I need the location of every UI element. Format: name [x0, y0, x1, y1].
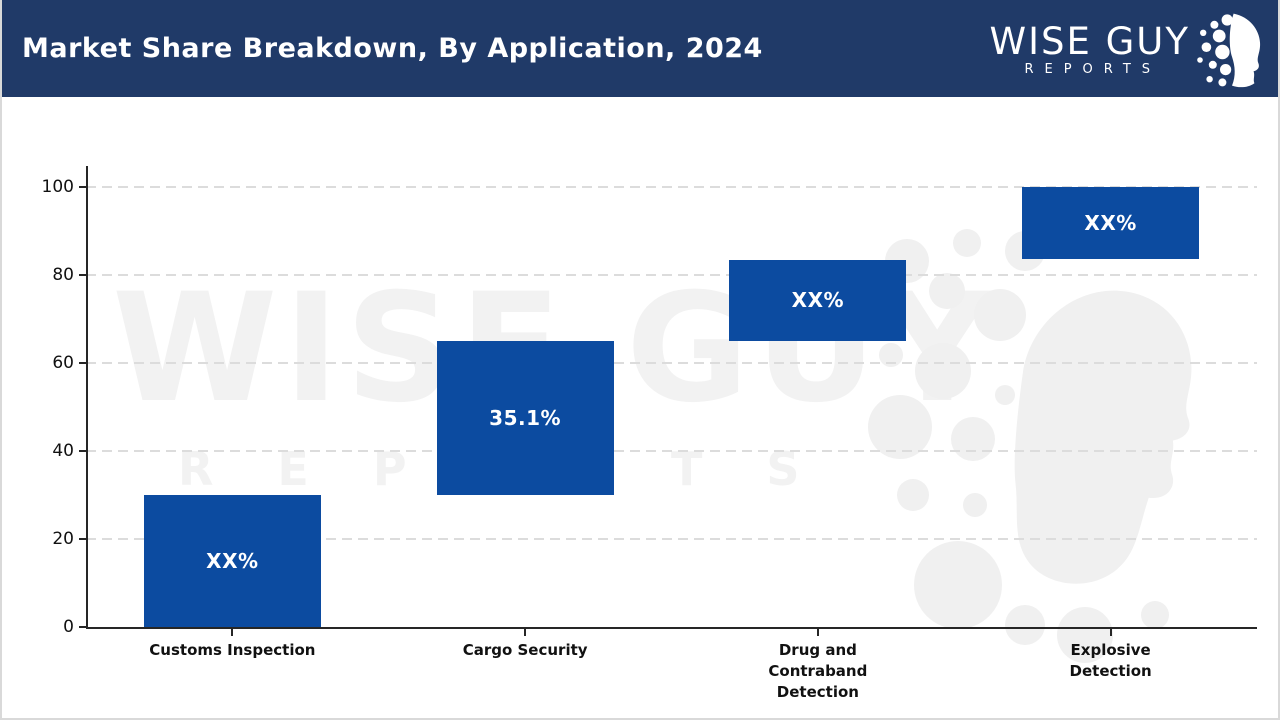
y-tick-mark-0 [79, 626, 86, 628]
gridline-40 [86, 450, 1257, 452]
bar-value-label: 35.1% [489, 405, 562, 430]
bar-4: XX% [1022, 187, 1200, 259]
logo-text: WISE GUY REPORTS [989, 19, 1190, 78]
logo-reports-label: REPORTS [1024, 62, 1162, 78]
y-tick-mark-40 [79, 450, 86, 452]
y-tick-label-40: 40 [52, 441, 74, 461]
bar-1: XX% [143, 495, 321, 627]
x-category-label-2: Cargo Security [462, 641, 588, 659]
gridline-100 [86, 186, 1257, 188]
x-tick-mark-1 [231, 627, 234, 636]
y-tick-mark-80 [79, 274, 86, 276]
bar-2: 35.1% [436, 340, 614, 495]
chart-title: Market Share Breakdown, By Application, … [22, 33, 763, 64]
x-tick-mark-2 [524, 627, 527, 636]
y-tick-label-80: 80 [52, 265, 74, 285]
gridline-20 [86, 538, 1257, 540]
header-bar: Market Share Breakdown, By Application, … [0, 0, 1280, 97]
wise-guy-reports-logo: WISE GUY REPORTS [990, 12, 1264, 88]
logo-wiseguy-label: WISE GUY [989, 19, 1190, 63]
bar-3: XX% [729, 260, 907, 341]
x-tick-mark-3 [816, 627, 819, 636]
gridline-80 [86, 274, 1257, 276]
x-category-label-3: Drug and Contraband Detection [768, 641, 868, 701]
bar-value-label: XX% [1084, 210, 1137, 235]
y-tick-label-100: 100 [41, 177, 74, 197]
x-tick-mark-4 [1109, 627, 1112, 636]
bar-value-label: XX% [791, 288, 845, 313]
x-category-label-1: Customs Inspection [149, 641, 316, 659]
bar-value-label: XX% [206, 549, 259, 573]
y-axis-line [86, 166, 88, 629]
x-axis-line [86, 627, 1257, 629]
gridline-60 [86, 362, 1257, 364]
y-tick-label-20: 20 [52, 529, 74, 549]
y-tick-mark-60 [79, 362, 86, 364]
logo-head-icon [1197, 13, 1261, 88]
y-tick-label-0: 0 [63, 617, 74, 637]
y-tick-label-60: 60 [52, 353, 74, 373]
x-category-label-4: Explosive Detection [1069, 641, 1152, 680]
y-tick-mark-100 [79, 186, 86, 188]
y-tick-mark-20 [79, 538, 86, 540]
